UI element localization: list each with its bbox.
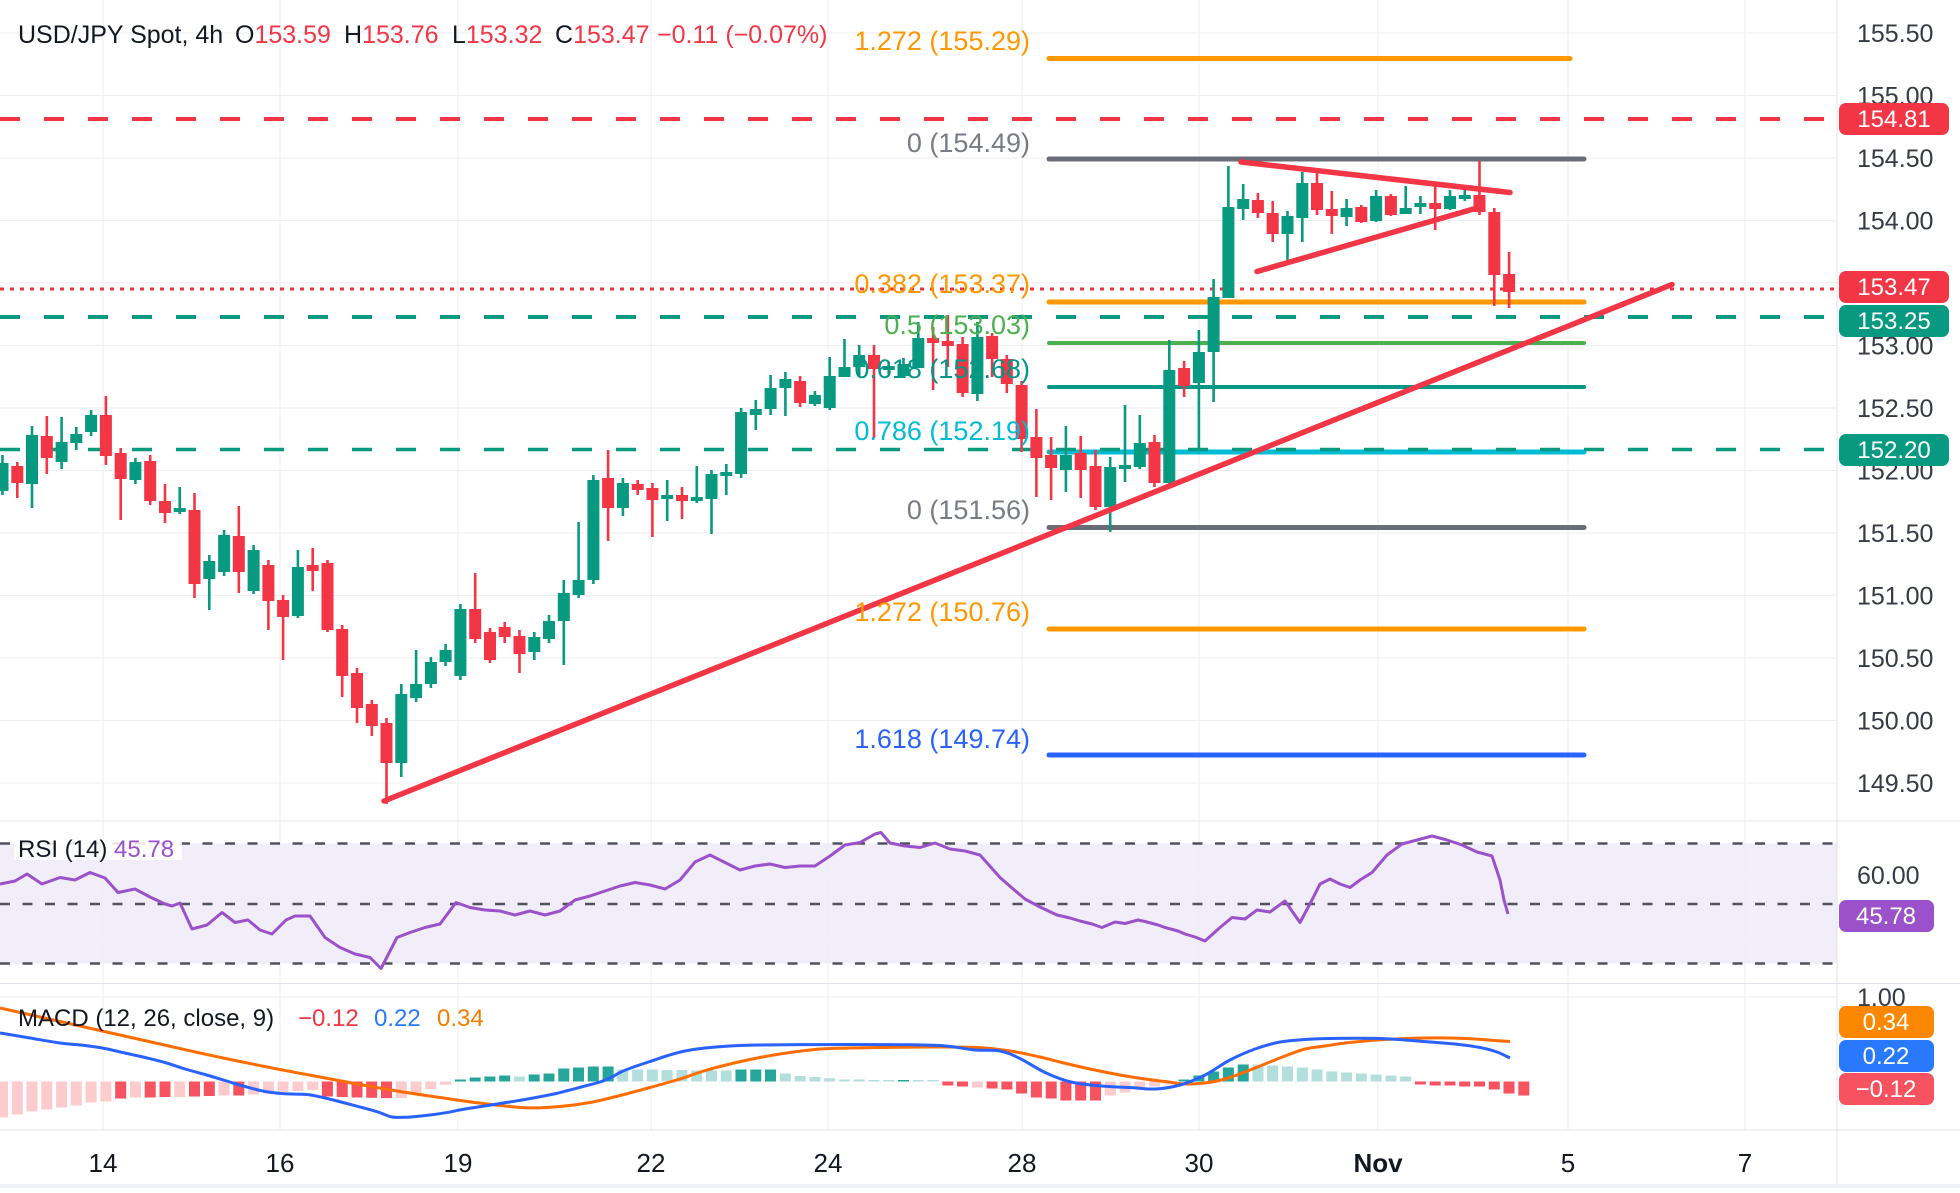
svg-text:150.50: 150.50 <box>1857 645 1933 673</box>
svg-text:0.382 (153.37): 0.382 (153.37) <box>854 269 1030 299</box>
svg-text:RSI (14) 45.78: RSI (14) 45.78 <box>18 836 174 863</box>
svg-text:150.00: 150.00 <box>1857 708 1933 736</box>
svg-text:149.50: 149.50 <box>1857 770 1933 798</box>
svg-text:−0.12: −0.12 <box>1856 1076 1917 1103</box>
svg-text:154.81: 154.81 <box>1857 106 1930 133</box>
svg-text:0.5 (153.03): 0.5 (153.03) <box>884 310 1030 340</box>
svg-text:151.50: 151.50 <box>1857 520 1933 548</box>
svg-text:0.34: 0.34 <box>437 1005 484 1032</box>
svg-text:16: 16 <box>266 1148 295 1178</box>
svg-text:30: 30 <box>1185 1148 1214 1178</box>
svg-text:5: 5 <box>1561 1148 1575 1178</box>
svg-text:1.272 (155.29): 1.272 (155.29) <box>854 26 1030 56</box>
svg-text:19: 19 <box>444 1148 473 1178</box>
svg-text:60.00: 60.00 <box>1857 862 1920 890</box>
svg-text:0.22: 0.22 <box>374 1005 421 1032</box>
svg-text:1.618 (149.74): 1.618 (149.74) <box>854 724 1030 754</box>
svg-text:0 (151.56): 0 (151.56) <box>907 495 1030 525</box>
svg-text:28: 28 <box>1008 1148 1037 1178</box>
svg-text:7: 7 <box>1738 1148 1752 1178</box>
svg-text:154.00: 154.00 <box>1857 208 1933 236</box>
svg-text:22: 22 <box>637 1148 666 1178</box>
svg-text:0.618 (152.68): 0.618 (152.68) <box>854 354 1030 384</box>
svg-text:Nov: Nov <box>1353 1148 1403 1178</box>
svg-text:151.00: 151.00 <box>1857 583 1933 611</box>
svg-text:24: 24 <box>814 1148 843 1178</box>
svg-text:152.20: 152.20 <box>1857 437 1930 464</box>
svg-text:C153.47: C153.47 <box>555 21 650 49</box>
svg-text:H153.76: H153.76 <box>344 21 439 49</box>
svg-text:−0.11 (−0.07%): −0.11 (−0.07%) <box>657 21 827 49</box>
svg-text:14: 14 <box>89 1148 118 1178</box>
svg-text:O153.59: O153.59 <box>235 21 331 49</box>
svg-text:153.47: 153.47 <box>1857 274 1930 301</box>
svg-text:0.786 (152.19): 0.786 (152.19) <box>854 416 1030 446</box>
svg-text:−0.12: −0.12 <box>298 1005 359 1032</box>
svg-text:155.50: 155.50 <box>1857 20 1933 48</box>
svg-text:0.34: 0.34 <box>1863 1009 1910 1036</box>
svg-text:MACD (12, 26, close, 9): MACD (12, 26, close, 9) <box>18 1005 274 1032</box>
svg-text:153.25: 153.25 <box>1857 308 1930 335</box>
svg-text:154.50: 154.50 <box>1857 145 1933 173</box>
svg-text:1.272 (150.76): 1.272 (150.76) <box>854 597 1030 627</box>
svg-text:0 (154.49): 0 (154.49) <box>907 128 1030 158</box>
svg-text:L153.32: L153.32 <box>452 21 542 49</box>
svg-text:153.00: 153.00 <box>1857 333 1933 361</box>
svg-text:USD/JPY Spot, 4h: USD/JPY Spot, 4h <box>18 21 223 49</box>
svg-text:152.50: 152.50 <box>1857 395 1933 423</box>
svg-text:45.78: 45.78 <box>1856 903 1916 930</box>
svg-text:0.22: 0.22 <box>1863 1043 1910 1070</box>
